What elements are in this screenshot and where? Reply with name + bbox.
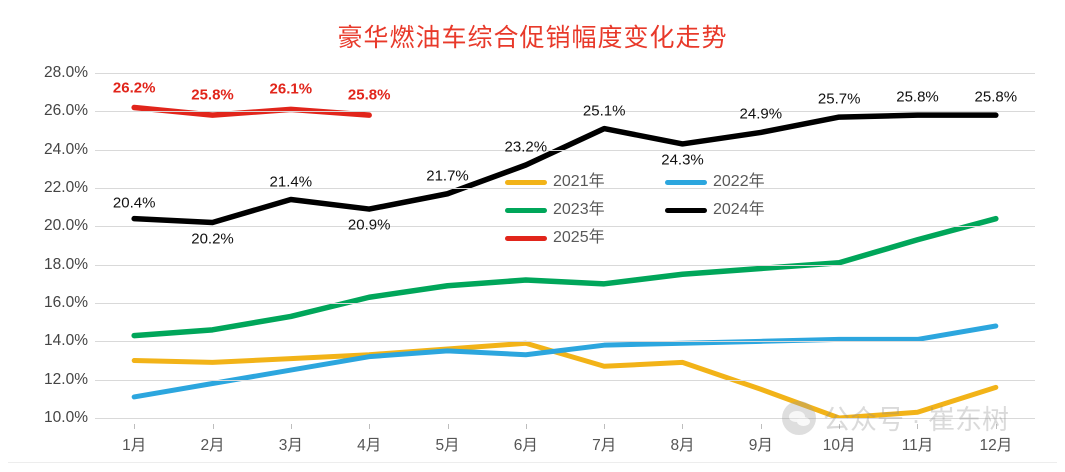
x-axis-tickmark — [761, 424, 762, 429]
gridline — [95, 380, 1035, 381]
y-axis-tick-label: 22.0% — [44, 179, 88, 196]
series-line-2021年 — [131, 340, 999, 418]
legend-swatch-icon — [665, 179, 707, 185]
legend-swatch-icon — [505, 179, 547, 185]
x-axis-tickmark — [839, 424, 840, 429]
x-axis-tickmark — [448, 424, 449, 429]
y-axis-tick-label: 24.0% — [44, 140, 88, 158]
y-axis-tick-label: 20.0% — [44, 217, 88, 235]
series-line-2023年 — [131, 215, 999, 339]
series-line-2024年 — [131, 112, 999, 226]
x-axis-tickmark — [134, 424, 135, 429]
gridline — [95, 303, 1035, 304]
gridline — [95, 418, 1035, 419]
x-axis-tickmark — [213, 424, 214, 429]
legend-item-2023年[interactable]: 2023年 — [505, 202, 605, 218]
legend-item-2025年[interactable]: 2025年 — [505, 230, 605, 246]
plot-area — [95, 73, 1035, 419]
x-axis-tick-label: 5月 — [435, 437, 460, 454]
y-axis: 10.0% 12.0% 14.0% 16.0% 18.0% 20.0% 22.0% 24.0%… — [0, 0, 88, 472]
x-axis-tick-label: 10月 — [822, 437, 856, 454]
gridline — [95, 111, 1035, 112]
x-axis-tick-label: 3月 — [278, 437, 303, 454]
y-axis-tick-label: 10.0% — [44, 409, 88, 426]
legend-swatch-icon — [505, 235, 547, 241]
legend-label: 2023年 — [553, 201, 605, 218]
gridline — [95, 265, 1035, 266]
x-axis-tickmark — [369, 424, 370, 429]
x-axis-tick-label: 4月 — [357, 437, 382, 454]
x-axis-tickmark — [291, 424, 292, 429]
y-axis-tick-label: 26.0% — [44, 102, 88, 120]
series-lines — [131, 104, 999, 418]
legend-swatch-icon — [665, 207, 707, 213]
x-axis-tick-label: 2月 — [200, 437, 225, 454]
y-axis-tick-label: 14.0% — [44, 332, 88, 350]
x-axis-tick-label: 7月 — [592, 437, 617, 454]
y-axis-tick-label: 18.0% — [44, 255, 88, 273]
legend-label: 2021年 — [553, 173, 605, 190]
x-axis: 1月 2月 3月 4月 5月 6月 7月 8月 9月 10月 11月 12月 — [95, 424, 1035, 454]
legend-label: 2022年 — [713, 173, 765, 190]
y-axis-tick-label: 16.0% — [44, 294, 88, 311]
x-axis-tick-label: 1月 — [122, 437, 147, 454]
y-axis-tick-label: 28.0% — [44, 64, 88, 81]
gridline — [95, 188, 1035, 189]
legend-label: 2025年 — [553, 229, 605, 246]
x-axis-tick-label: 8月 — [670, 437, 695, 454]
chart-legend: 2021年 2022年 2023年 2024年 2025年 — [505, 174, 795, 252]
legend-item-2024年[interactable]: 2024年 — [665, 202, 765, 218]
chart-bottom-border — [8, 462, 1057, 463]
gridline — [95, 226, 1035, 227]
legend-label: 2024年 — [713, 201, 765, 218]
x-axis-tick-label: 6月 — [513, 437, 538, 454]
chart-title: 豪华燃油车综合促销幅度变化走势 — [337, 24, 728, 52]
x-axis-tick-label: 11月 — [901, 437, 934, 454]
x-axis-tickmark — [604, 424, 605, 429]
x-axis-tick-label: 9月 — [748, 437, 773, 454]
legend-swatch-icon — [505, 207, 547, 213]
x-axis-tick-label: 12月 — [979, 437, 1013, 454]
x-axis-tickmark — [917, 424, 918, 429]
x-axis-tickmark — [682, 424, 683, 429]
gridline — [95, 150, 1035, 151]
x-axis-tickmark — [526, 424, 527, 429]
y-axis-tick-label: 12.0% — [44, 370, 88, 388]
gridline — [95, 73, 1035, 74]
gridline — [95, 341, 1035, 342]
series-line-2022年 — [131, 323, 999, 400]
x-axis-tickmark — [996, 424, 997, 429]
legend-item-2022年[interactable]: 2022年 — [665, 174, 765, 190]
legend-item-2021年[interactable]: 2021年 — [505, 174, 605, 190]
